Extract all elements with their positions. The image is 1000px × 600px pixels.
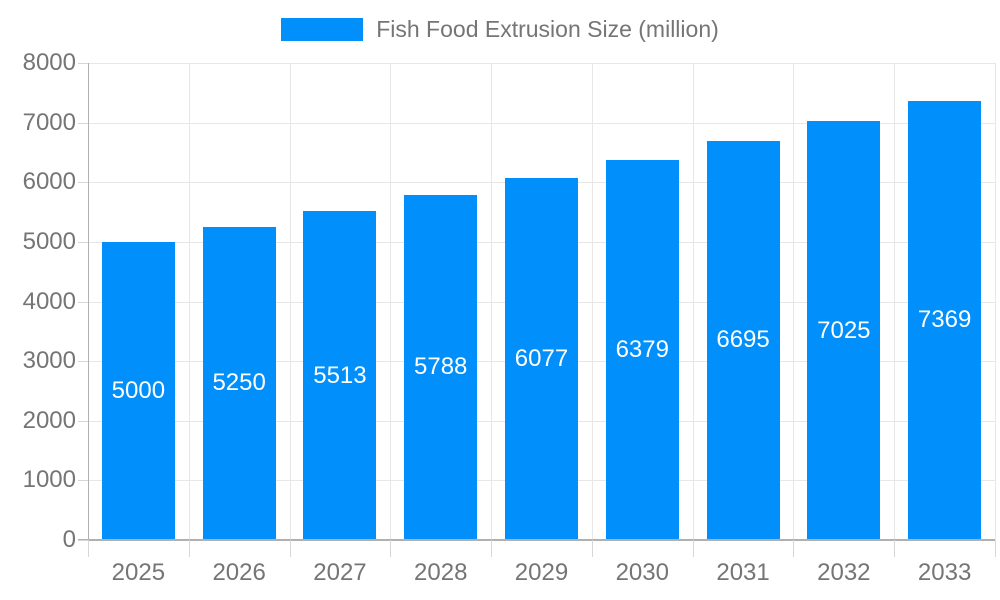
vertical-gridline bbox=[390, 63, 391, 540]
bar-2028[interactable]: 5788 bbox=[404, 194, 478, 540]
horizontal-gridline bbox=[88, 63, 995, 64]
vertical-gridline bbox=[592, 63, 593, 540]
bar-2031[interactable]: 6695 bbox=[706, 140, 780, 540]
x-axis-tick bbox=[793, 540, 794, 557]
bar-value-label: 7025 bbox=[817, 316, 871, 344]
legend-item[interactable]: Fish Food Extrusion Size (million) bbox=[0, 18, 1000, 41]
x-axis-tick bbox=[693, 540, 694, 557]
bar-value-label: 6077 bbox=[514, 344, 569, 372]
bar-value-label: 5788 bbox=[414, 353, 468, 381]
x-axis-tick bbox=[491, 540, 492, 557]
y-axis-line bbox=[88, 63, 89, 557]
y-axis-label: 7000 bbox=[22, 108, 76, 136]
x-axis-label: 2033 bbox=[917, 559, 972, 586]
y-axis-tick bbox=[78, 540, 88, 541]
x-axis-label: 2030 bbox=[615, 559, 669, 586]
x-axis-tick bbox=[995, 540, 996, 557]
y-axis-label: 6000 bbox=[22, 168, 76, 196]
bar-2029[interactable]: 6077 bbox=[505, 177, 578, 540]
vertical-gridline bbox=[491, 63, 492, 540]
x-axis-label: 2032 bbox=[817, 559, 871, 586]
y-axis-label: 0 bbox=[62, 526, 76, 553]
legend-swatch bbox=[281, 18, 364, 41]
y-axis-label: 2000 bbox=[22, 406, 76, 434]
y-axis-tick bbox=[78, 361, 88, 363]
y-axis-label: 3000 bbox=[22, 347, 76, 375]
bar-value-label: 6379 bbox=[615, 335, 669, 363]
vertical-gridline bbox=[894, 63, 895, 540]
bar-2032[interactable]: 7025 bbox=[807, 121, 881, 540]
x-axis-tick bbox=[592, 540, 593, 557]
x-axis-label: 2025 bbox=[111, 559, 166, 586]
bar-value-label: 5250 bbox=[212, 369, 266, 397]
x-axis-label: 2031 bbox=[716, 559, 770, 586]
bar-value-label: 5000 bbox=[111, 376, 166, 404]
y-axis-tick bbox=[78, 63, 88, 64]
legend-label: Fish Food Extrusion Size (million) bbox=[376, 16, 719, 42]
x-axis-tick bbox=[290, 540, 291, 557]
y-axis-tick bbox=[78, 480, 88, 482]
vertical-gridline bbox=[995, 63, 996, 540]
bar-2027[interactable]: 5513 bbox=[303, 211, 377, 540]
horizontal-gridline bbox=[88, 122, 995, 124]
y-axis-tick bbox=[78, 122, 88, 124]
y-axis-label: 8000 bbox=[22, 49, 76, 76]
bar-value-label: 5513 bbox=[313, 361, 367, 389]
y-axis-tick bbox=[78, 420, 88, 422]
bar-2030[interactable]: 6379 bbox=[605, 159, 679, 540]
x-axis-tick bbox=[894, 540, 895, 557]
x-axis-line bbox=[78, 539, 995, 541]
x-axis-label: 2028 bbox=[414, 559, 468, 586]
vertical-gridline bbox=[693, 63, 694, 540]
x-axis-label: 2029 bbox=[514, 559, 569, 586]
y-axis-tick bbox=[78, 301, 88, 303]
y-axis-label: 1000 bbox=[22, 466, 76, 494]
vertical-gridline bbox=[189, 63, 190, 540]
bar-2026[interactable]: 5250 bbox=[202, 226, 276, 540]
bar-2025[interactable]: 5000 bbox=[101, 241, 175, 540]
x-axis-tick bbox=[88, 540, 89, 557]
plot-area: 5000 5250 5513 5788 6077 6379 6695 7025 7369 bbox=[88, 63, 996, 540]
y-axis-tick bbox=[78, 241, 88, 243]
y-axis-label: 5000 bbox=[22, 227, 76, 255]
y-axis-tick bbox=[78, 182, 88, 184]
bar-2033[interactable]: 7369 bbox=[908, 100, 982, 540]
vertical-gridline bbox=[290, 63, 291, 540]
x-axis-tick bbox=[390, 540, 391, 557]
vertical-gridline bbox=[793, 63, 794, 540]
bar-value-label: 6695 bbox=[716, 326, 770, 354]
x-axis-label: 2026 bbox=[212, 559, 266, 586]
x-axis-label: 2027 bbox=[313, 559, 367, 586]
y-axis-label: 4000 bbox=[22, 287, 76, 315]
x-axis-tick bbox=[189, 540, 190, 557]
bar-value-label: 7369 bbox=[917, 306, 972, 334]
